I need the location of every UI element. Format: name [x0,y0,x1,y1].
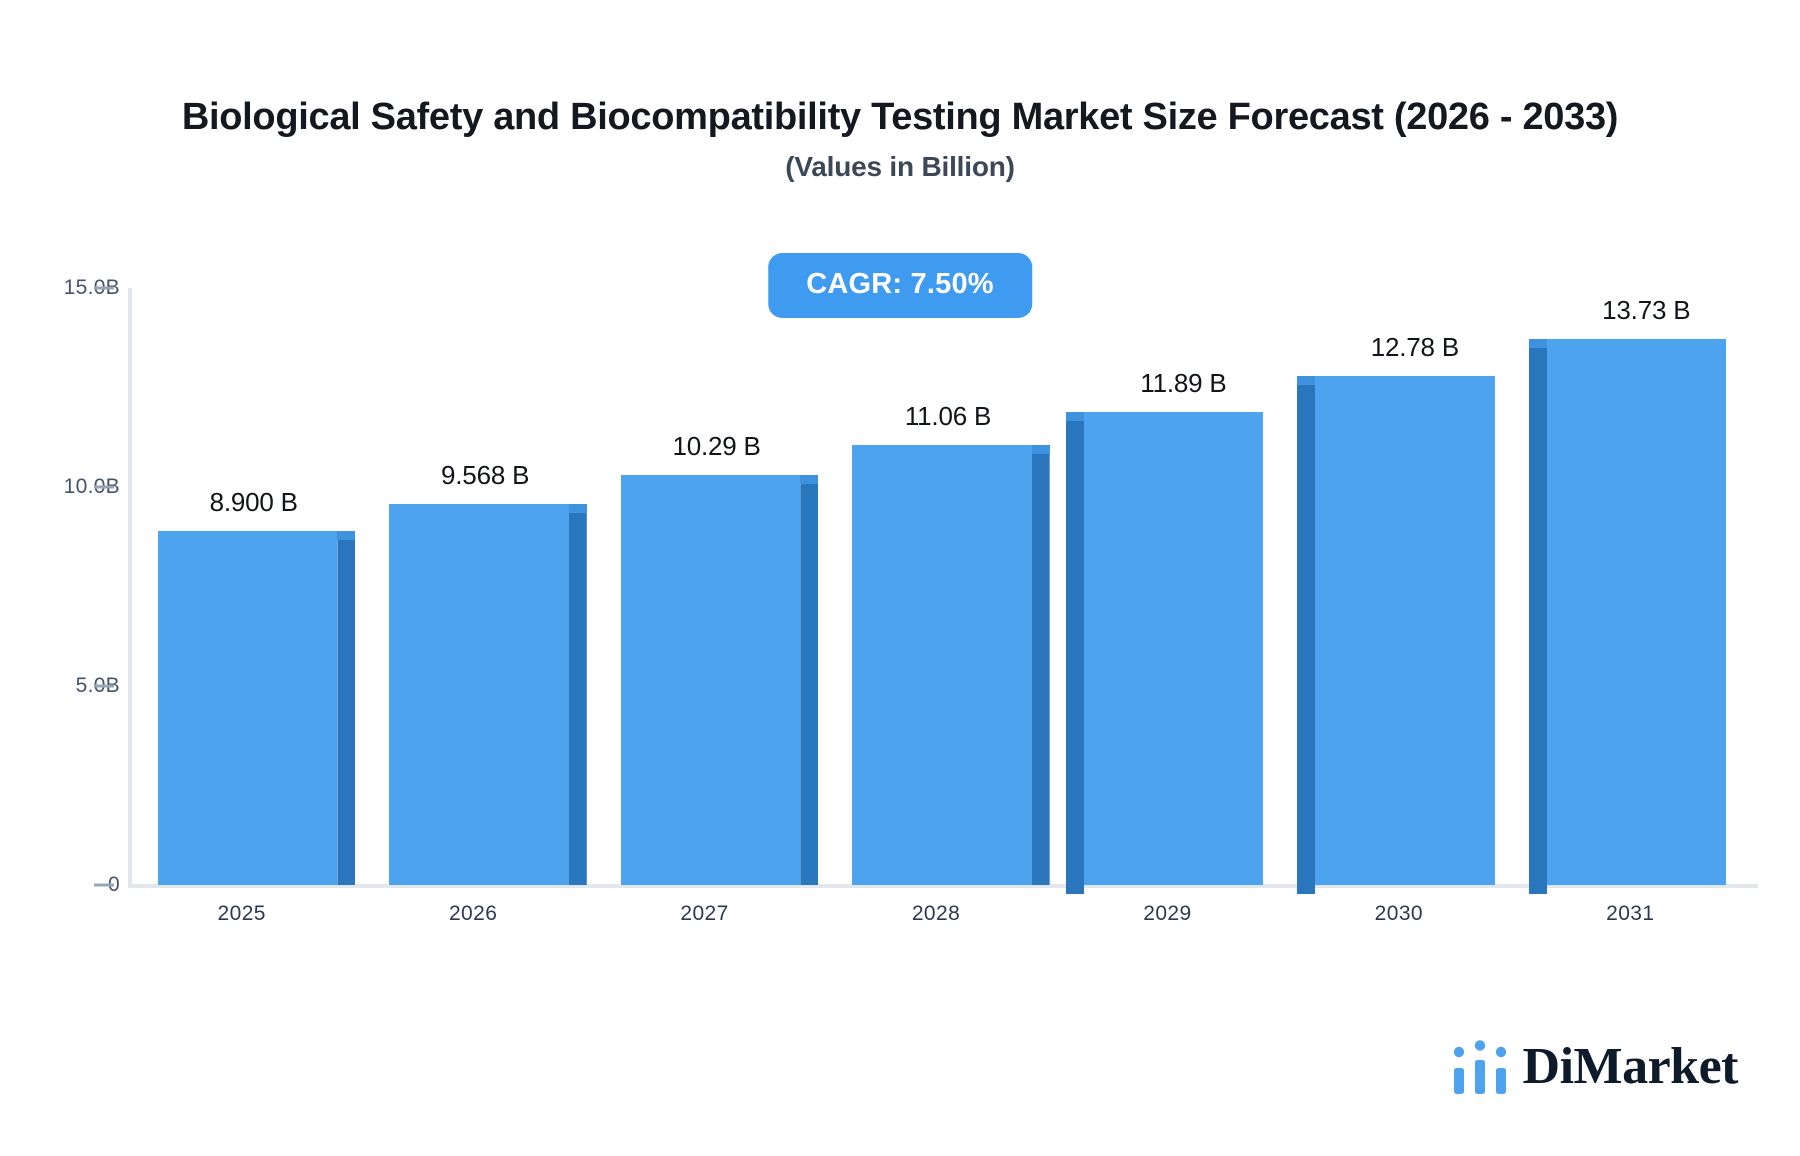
bar-2025[interactable] [158,530,356,885]
bar-side-face [1297,385,1316,894]
bar-side-face [800,484,819,885]
brand-logo: DiMarket [1451,1038,1739,1095]
title-block: Biological Safety and Biocompatibility T… [0,96,1800,183]
bar-value-label-2027: 10.29 B [672,431,761,462]
bar-front-face [852,444,1032,885]
bar-top-face [1031,444,1050,454]
x-axis-label-2025: 2025 [217,902,266,925]
bar-top-face [1297,376,1316,386]
x-axis-label-2026: 2026 [448,902,498,925]
y-axis-tick-label: 15.0B [63,276,120,299]
y-axis-tick-label: 10.0B [63,475,120,498]
bar-2026[interactable] [389,504,587,885]
x-axis-line [128,884,1758,888]
y-axis-tick-mark [94,684,114,688]
bar-2030[interactable] [1297,376,1495,894]
y-axis-tick-mark [94,883,114,887]
bar-side-face [1031,453,1050,885]
bar-side-face [1528,347,1547,894]
bar-top-face [1528,338,1547,348]
bar-chart-icon [1453,1040,1506,1094]
bar-value-label-2025: 8.900 B [209,486,298,517]
bar-front-face [158,530,338,885]
bar-value-label-2031: 13.73 B [1602,294,1691,325]
bar-top-face [1065,411,1084,421]
x-axis-label-2030: 2030 [1374,902,1424,925]
bar-front-face [1315,376,1495,885]
bar-2027[interactable] [620,475,819,885]
y-axis-tick-mark [94,485,114,489]
bar-top-face [337,530,356,540]
bar-side-face [337,539,356,885]
x-axis-label-2028: 2028 [911,902,961,925]
bar-side-face [568,513,587,885]
bar-value-label-2029: 11.89 B [1140,367,1227,398]
bar-side-face [1065,420,1084,894]
bar-front-face [389,504,569,885]
y-axis-line [128,288,132,886]
bar-value-label-2030: 12.78 B [1370,332,1459,363]
bar-value-label-2028: 11.06 B [904,400,992,431]
chart-subtitle: (Values in Billion) [785,150,1015,182]
bar-front-face [1546,338,1726,885]
bar-2029[interactable] [1065,411,1264,894]
cagr-badge: CAGR: 7.50% [768,253,1032,318]
x-axis-label-2027: 2027 [680,902,729,925]
x-axis-label-2031: 2031 [1606,902,1655,925]
bar-front-face [1083,411,1264,885]
bar-top-face [800,475,819,485]
bar-top-face [568,504,587,514]
brand-name: DiMarket [1522,1038,1739,1095]
bar-2031[interactable] [1528,338,1726,894]
bar-2028[interactable] [852,444,1050,885]
page-title: Biological Safety and Biocompatibility T… [181,96,1619,138]
x-axis-label-2029: 2029 [1143,902,1192,925]
y-axis-tick-mark [94,286,114,290]
bar-value-label-2026: 9.568 B [441,460,530,491]
bar-front-face [620,475,801,885]
